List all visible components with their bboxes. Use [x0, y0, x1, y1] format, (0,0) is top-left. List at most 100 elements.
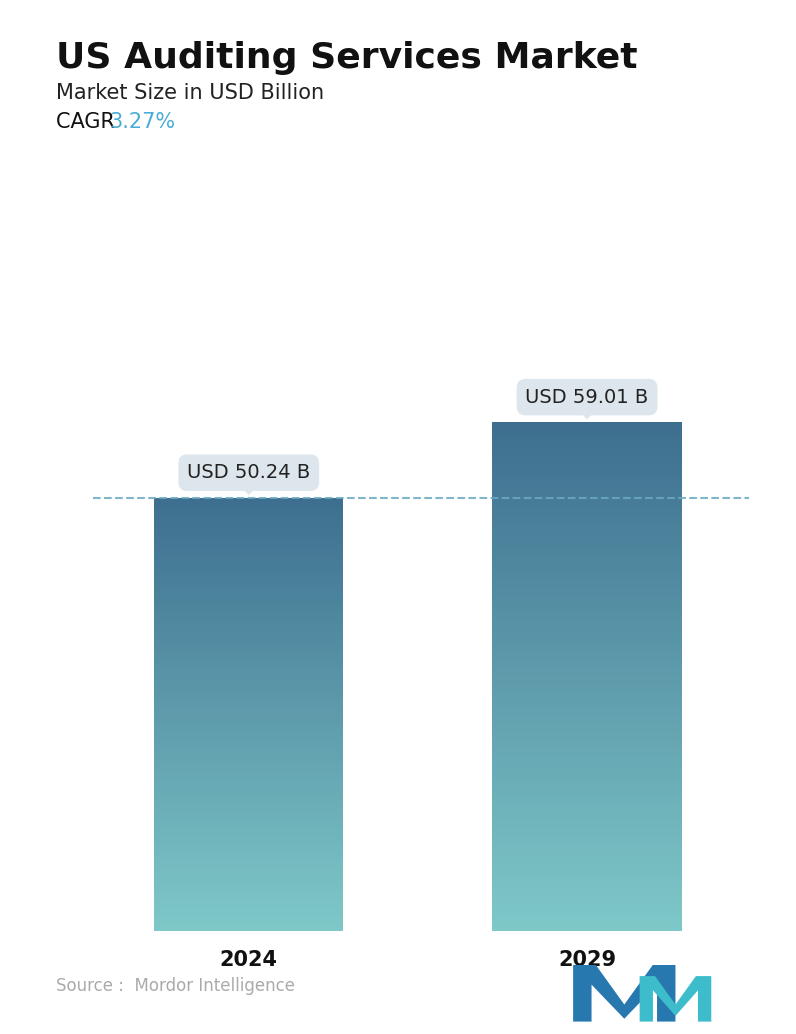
Bar — [492, 666, 681, 667]
Bar — [492, 643, 681, 644]
Bar — [492, 570, 681, 571]
Bar — [492, 722, 681, 723]
Bar — [492, 839, 681, 840]
Bar — [492, 580, 681, 581]
Bar — [492, 743, 681, 744]
Bar — [492, 618, 681, 619]
Bar — [492, 559, 681, 560]
Bar — [492, 579, 681, 580]
Bar — [492, 553, 681, 554]
Bar — [492, 561, 681, 562]
Bar — [492, 594, 681, 595]
Bar — [492, 886, 681, 887]
Bar — [492, 668, 681, 669]
Bar — [492, 522, 681, 523]
Bar — [492, 673, 681, 674]
Bar — [492, 655, 681, 656]
Bar — [492, 699, 681, 700]
Bar — [492, 843, 681, 844]
Bar — [492, 911, 681, 912]
Bar — [492, 721, 681, 722]
Bar — [492, 917, 681, 918]
Bar — [492, 428, 681, 429]
Bar — [492, 574, 681, 575]
Bar — [492, 849, 681, 850]
Bar — [492, 677, 681, 678]
Bar — [492, 475, 681, 476]
Bar — [492, 851, 681, 852]
Bar — [492, 607, 681, 608]
Bar — [492, 586, 681, 588]
Bar — [492, 463, 681, 465]
Bar — [492, 894, 681, 896]
Bar — [492, 529, 681, 530]
Bar — [492, 482, 681, 483]
Text: Market Size in USD Billion: Market Size in USD Billion — [56, 83, 324, 102]
Bar — [492, 852, 681, 853]
Bar — [492, 648, 681, 649]
Bar — [492, 432, 681, 433]
Bar — [492, 585, 681, 586]
Bar — [492, 733, 681, 734]
Bar — [492, 927, 681, 929]
Bar — [492, 827, 681, 828]
Bar — [492, 496, 681, 497]
Bar — [492, 447, 681, 448]
Bar — [492, 657, 681, 658]
Bar — [492, 833, 681, 834]
Bar — [492, 613, 681, 614]
Bar — [492, 913, 681, 914]
Bar — [492, 780, 681, 781]
Bar — [492, 860, 681, 861]
Bar — [492, 866, 681, 868]
Bar — [492, 872, 681, 873]
Bar — [492, 424, 681, 425]
Bar — [492, 617, 681, 618]
Bar — [492, 749, 681, 750]
Bar — [492, 542, 681, 543]
Bar — [492, 878, 681, 879]
Bar — [492, 853, 681, 854]
Bar — [492, 705, 681, 706]
Bar — [492, 857, 681, 858]
Bar — [492, 828, 681, 829]
Bar — [492, 477, 681, 478]
Bar — [492, 910, 681, 911]
Bar — [492, 630, 681, 631]
Bar — [492, 803, 681, 804]
Bar — [492, 781, 681, 782]
Bar — [492, 582, 681, 583]
Bar — [492, 848, 681, 849]
Bar — [492, 706, 681, 707]
Bar — [492, 560, 681, 561]
Bar — [492, 525, 681, 527]
Bar — [492, 524, 681, 525]
Bar — [492, 520, 681, 521]
Bar — [492, 736, 681, 737]
Bar — [492, 453, 681, 454]
Bar — [492, 771, 681, 772]
Bar — [492, 869, 681, 870]
Bar — [492, 893, 681, 894]
Bar — [492, 838, 681, 839]
Bar — [492, 707, 681, 708]
Bar — [492, 685, 681, 686]
Bar — [492, 645, 681, 646]
Bar — [492, 640, 681, 641]
Bar — [492, 816, 681, 817]
Bar — [492, 588, 681, 590]
Bar — [492, 712, 681, 714]
Bar — [492, 686, 681, 687]
Bar — [492, 480, 681, 481]
Bar — [492, 901, 681, 902]
Bar — [492, 470, 681, 472]
Bar — [492, 554, 681, 555]
Bar — [492, 609, 681, 610]
Bar — [492, 519, 681, 520]
Bar — [492, 680, 681, 681]
Bar — [492, 896, 681, 899]
Bar — [492, 918, 681, 919]
Bar — [492, 800, 681, 801]
Bar — [492, 473, 681, 474]
Text: USD 50.24 B: USD 50.24 B — [187, 463, 310, 482]
